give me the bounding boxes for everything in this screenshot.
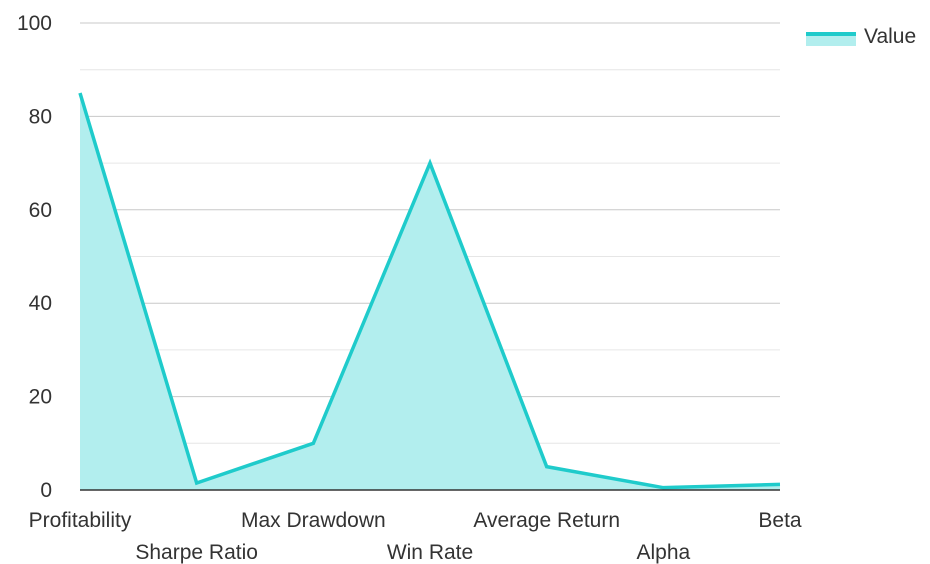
series-area-fill <box>80 93 780 491</box>
y-tick-label: 100 <box>17 12 52 35</box>
y-tick-label: 80 <box>29 105 52 128</box>
legend-label: Value <box>864 25 916 48</box>
x-tick-label: Sharpe Ratio <box>135 541 258 564</box>
x-tick-label: Average Return <box>473 509 620 532</box>
x-tick-label: Max Drawdown <box>241 509 386 532</box>
series-area-layer <box>80 93 780 491</box>
y-tick-labels: 0 20 40 60 80 100 <box>17 12 52 502</box>
x-tick-label: Win Rate <box>387 541 473 564</box>
series-line-layer <box>78 92 781 490</box>
y-tick-label: 20 <box>29 386 52 409</box>
y-tick-label: 40 <box>29 292 52 315</box>
y-tick-label: 60 <box>29 199 52 222</box>
y-tick-label: 0 <box>40 479 52 502</box>
series-line <box>78 92 781 490</box>
x-tick-label: Profitability <box>29 509 132 532</box>
legend[interactable]: Value <box>806 25 916 48</box>
legend-swatch-fill <box>806 34 856 46</box>
x-tick-label: Alpha <box>636 541 690 564</box>
x-tick-label: Beta <box>758 509 802 532</box>
